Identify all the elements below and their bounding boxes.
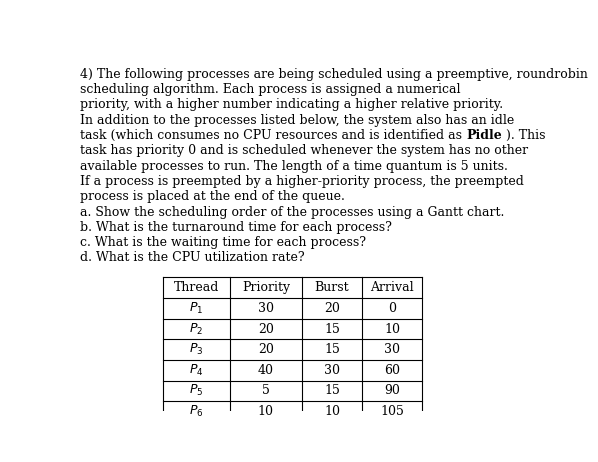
Text: $P_{1}$: $P_{1}$ (190, 301, 203, 316)
Text: scheduling algorithm. Each process is assigned a numerical: scheduling algorithm. Each process is as… (80, 83, 461, 96)
Text: 5: 5 (262, 384, 270, 397)
Text: $P_{5}$: $P_{5}$ (189, 383, 203, 398)
Text: 90: 90 (385, 384, 400, 397)
Text: If a process is preempted by a higher-priority process, the preempted: If a process is preempted by a higher-pr… (80, 175, 524, 188)
Text: $P_{4}$: $P_{4}$ (189, 363, 204, 378)
Text: 10: 10 (258, 405, 274, 418)
Text: Priority: Priority (242, 281, 290, 294)
Text: 40: 40 (258, 364, 274, 377)
Text: b. What is the turnaround time for each process?: b. What is the turnaround time for each … (80, 221, 392, 234)
Text: priority, with a higher number indicating a higher relative priority.: priority, with a higher number indicatin… (80, 98, 504, 111)
Text: 20: 20 (324, 302, 340, 315)
Text: 10: 10 (324, 405, 340, 418)
Text: 20: 20 (258, 343, 274, 356)
Text: 105: 105 (380, 405, 404, 418)
Text: $P_{6}$: $P_{6}$ (189, 404, 204, 419)
Text: 30: 30 (258, 302, 274, 315)
Text: In addition to the processes listed below, the system also has an idle: In addition to the processes listed belo… (80, 114, 514, 127)
Text: 15: 15 (324, 384, 340, 397)
Text: task has priority 0 and is scheduled whenever the system has no other: task has priority 0 and is scheduled whe… (80, 145, 529, 158)
Text: Arrival: Arrival (370, 281, 414, 294)
Text: $P_{2}$: $P_{2}$ (190, 322, 203, 336)
Text: Burst: Burst (315, 281, 349, 294)
Text: 4) The following processes are being scheduled using a preemptive, roundrobin: 4) The following processes are being sch… (80, 68, 588, 81)
Text: c. What is the waiting time for each process?: c. What is the waiting time for each pro… (80, 236, 367, 249)
Text: task (which consumes no CPU resources and is identified as: task (which consumes no CPU resources an… (80, 129, 466, 142)
Text: 0: 0 (388, 302, 396, 315)
Text: 10: 10 (384, 322, 400, 335)
Text: available processes to run. The length of a time quantum is 5 units.: available processes to run. The length o… (80, 160, 508, 173)
Text: process is placed at the end of the queue.: process is placed at the end of the queu… (80, 190, 345, 203)
Text: 30: 30 (324, 364, 340, 377)
Text: 15: 15 (324, 343, 340, 356)
Text: 20: 20 (258, 322, 274, 335)
Text: 30: 30 (384, 343, 400, 356)
Text: d. What is the CPU utilization rate?: d. What is the CPU utilization rate? (80, 251, 305, 264)
Text: Thread: Thread (173, 281, 219, 294)
Text: Pidle: Pidle (466, 129, 502, 142)
Text: $P_{3}$: $P_{3}$ (189, 342, 203, 357)
Text: 60: 60 (384, 364, 400, 377)
Text: a. Show the scheduling order of the processes using a Gantt chart.: a. Show the scheduling order of the proc… (80, 206, 505, 219)
Text: 15: 15 (324, 322, 340, 335)
Text: ). This: ). This (502, 129, 545, 142)
